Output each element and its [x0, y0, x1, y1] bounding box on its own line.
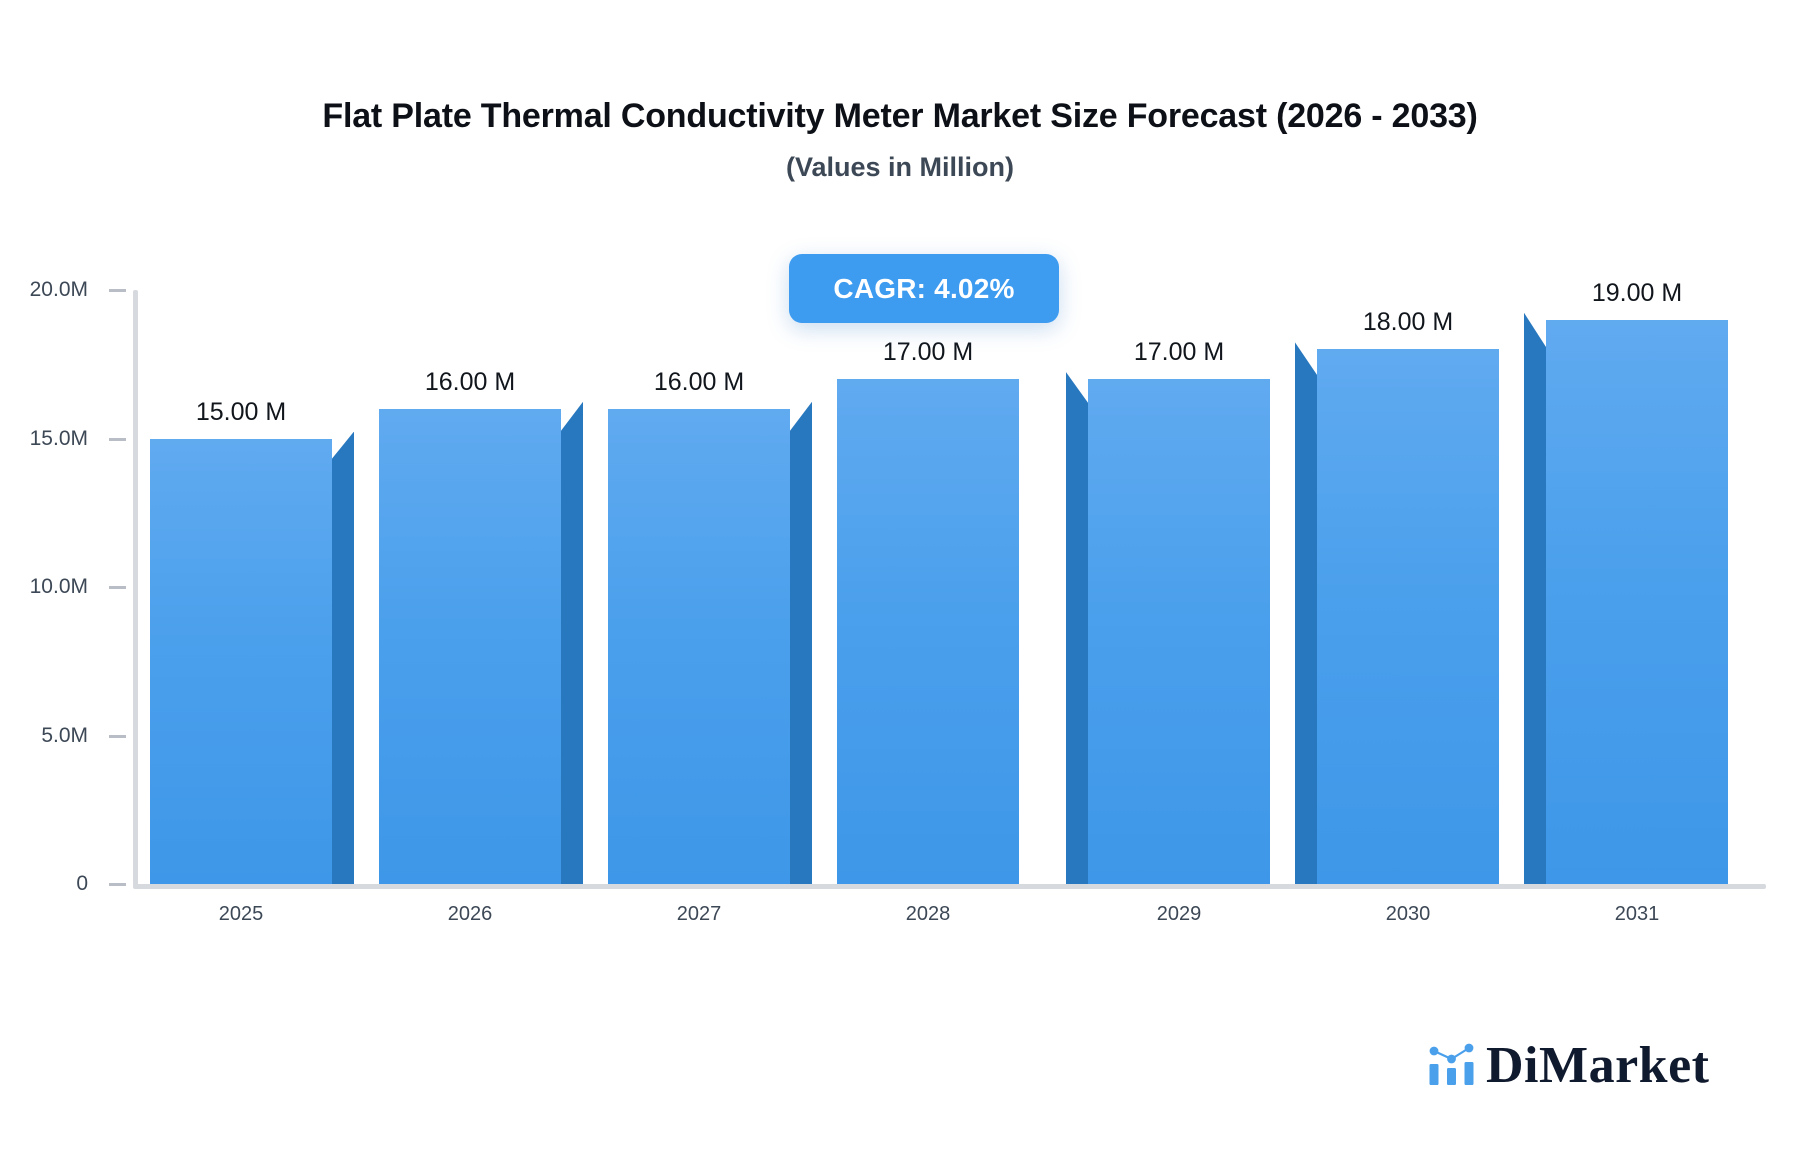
- bar-value-label: 15.00 M: [195, 397, 287, 426]
- bar-value-label: 16.00 M: [653, 367, 745, 396]
- bar[interactable]: [1546, 319, 1728, 884]
- bar[interactable]: [379, 408, 561, 884]
- page-title: Flat Plate Thermal Conductivity Meter Ma…: [322, 97, 1478, 135]
- x-axis-tick-label: 2026: [447, 903, 493, 925]
- bar-side-face: [790, 401, 812, 884]
- bar-value-label: 18.00 M: [1362, 308, 1454, 337]
- x-axis-tick-label: 2027: [676, 903, 722, 925]
- y-axis-tick-label: 0: [76, 872, 88, 895]
- y-axis-tick-mark: [109, 586, 126, 589]
- y-axis-line: [133, 290, 138, 886]
- x-axis-tick-label: 2028: [905, 903, 951, 925]
- bar-value-label: 19.00 M: [1591, 278, 1683, 307]
- x-axis-tick-label: 2029: [1156, 903, 1202, 925]
- bar-side-face: [332, 431, 354, 884]
- bar-side-face: [1066, 372, 1088, 884]
- brand-logo: DiMarket: [1428, 1040, 1709, 1092]
- bar-value-label: 17.00 M: [1133, 338, 1225, 367]
- y-axis-tick-label: 20.0M: [29, 278, 88, 301]
- x-axis-tick-label: 2025: [218, 903, 264, 925]
- x-axis-line: [133, 884, 1766, 889]
- bar[interactable]: [150, 438, 332, 884]
- bar-chart-logo-icon: [1428, 1040, 1475, 1092]
- x-axis-tick-label: 2031: [1614, 903, 1660, 925]
- chart-subtitle: (Values in Million): [785, 151, 1015, 182]
- cagr-badge: CAGR: 4.02%: [789, 254, 1059, 323]
- bar-side-face: [1295, 342, 1317, 884]
- bar-side-face: [1524, 312, 1546, 884]
- bar[interactable]: [608, 408, 790, 884]
- y-axis-tick-label: 5.0M: [41, 723, 88, 747]
- bar-side-face: [561, 401, 583, 884]
- y-axis-tick-label: 15.0M: [29, 426, 88, 450]
- x-axis-tick-label: 2030: [1385, 903, 1431, 925]
- logo-text: DiMarket: [1486, 1037, 1710, 1094]
- bar-value-label: 16.00 M: [424, 367, 516, 396]
- y-axis-tick-mark: [109, 289, 126, 292]
- bar[interactable]: [1317, 349, 1499, 884]
- title-block: Flat Plate Thermal Conductivity Meter Ma…: [0, 96, 1800, 183]
- y-axis-tick-mark: [109, 734, 126, 738]
- bar[interactable]: [1088, 379, 1270, 884]
- bar-value-label: 17.00 M: [882, 338, 974, 367]
- y-axis-tick-mark: [109, 437, 126, 441]
- bar[interactable]: [837, 379, 1019, 884]
- y-axis-tick-mark: [109, 883, 126, 886]
- y-axis-tick-label: 10.0M: [29, 575, 88, 598]
